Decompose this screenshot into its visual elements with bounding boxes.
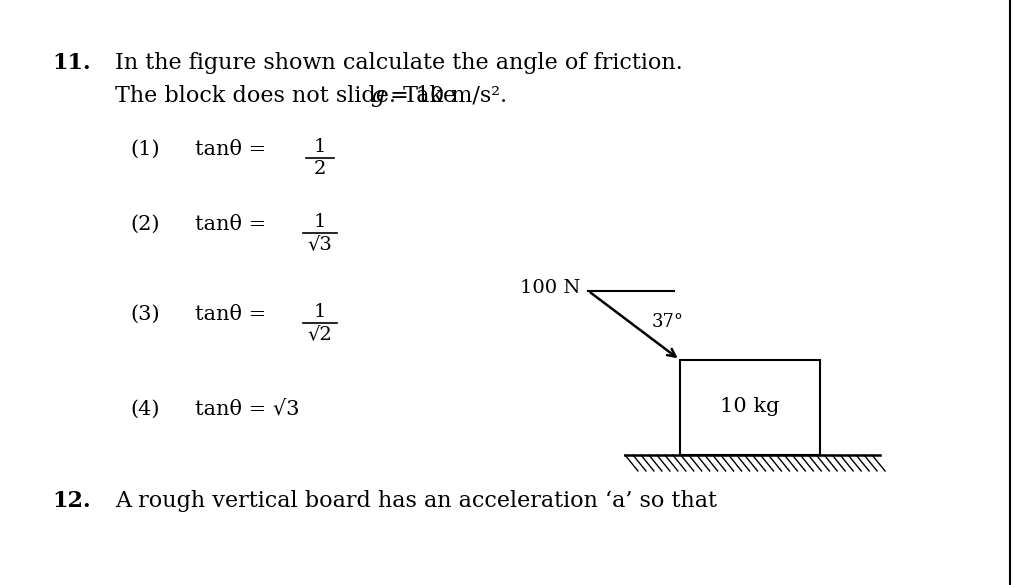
Bar	[680, 360, 820, 455]
Text: tanθ = √3: tanθ = √3	[195, 400, 299, 419]
Text: tanθ =: tanθ =	[195, 305, 266, 324]
Text: (1): (1)	[130, 140, 160, 159]
Text: √2: √2	[307, 325, 333, 343]
Text: = 10 m/s².: = 10 m/s².	[383, 85, 507, 107]
Text: 1: 1	[313, 213, 327, 231]
Text: 1: 1	[313, 138, 327, 156]
Text: (2): (2)	[130, 215, 160, 234]
Text: In the figure shown calculate the angle of friction.: In the figure shown calculate the angle …	[115, 52, 683, 74]
Text: (4): (4)	[130, 400, 160, 419]
Text: tanθ =: tanθ =	[195, 215, 266, 234]
Text: A rough vertical board has an acceleration ‘a’ so that: A rough vertical board has an accelerati…	[115, 490, 717, 512]
Text: √3: √3	[307, 235, 333, 253]
Text: 37°: 37°	[651, 313, 683, 331]
Text: tanθ =: tanθ =	[195, 140, 266, 159]
Text: g: g	[370, 85, 384, 107]
Text: 100 N: 100 N	[520, 279, 581, 297]
Text: 10 kg: 10 kg	[720, 397, 779, 417]
Text: (3): (3)	[130, 305, 160, 324]
Text: The block does not slide. Take: The block does not slide. Take	[115, 85, 463, 107]
Text: 1: 1	[313, 303, 327, 321]
Text: 11.: 11.	[52, 52, 91, 74]
Text: 2: 2	[313, 160, 327, 178]
Text: 12.: 12.	[52, 490, 91, 512]
